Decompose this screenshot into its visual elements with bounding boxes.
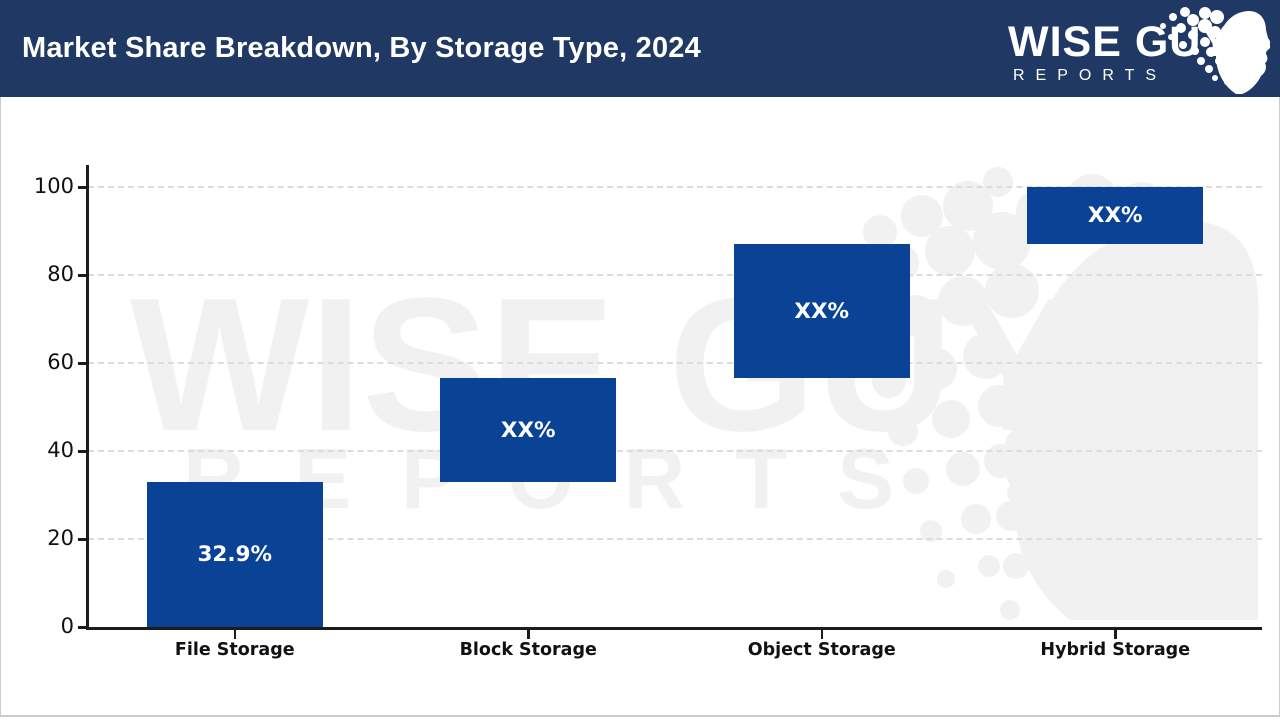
y-gridline: [88, 274, 1262, 276]
y-gridline: [88, 538, 1262, 540]
y-tick-label: 80: [47, 262, 74, 286]
x-axis-line: [86, 627, 1262, 630]
y-tick-mark: [78, 450, 88, 453]
logo-subtext: REPORTS: [1013, 67, 1167, 84]
x-tick-mark: [1114, 629, 1117, 639]
y-tick-label: 60: [47, 350, 74, 374]
y-gridline: [88, 450, 1262, 452]
y-tick-label: 40: [47, 438, 74, 462]
bar: XX%: [733, 244, 910, 378]
header-bar: Market Share Breakdown, By Storage Type,…: [0, 0, 1280, 97]
y-tick-mark: [78, 362, 88, 365]
x-category-label: Object Storage: [747, 640, 896, 660]
bar-value-label: XX%: [794, 298, 850, 324]
y-tick-mark: [78, 626, 88, 629]
x-tick-mark: [527, 629, 530, 639]
y-tick-mark: [78, 538, 88, 541]
bar-value-label: 32.9%: [197, 542, 273, 568]
x-category-label: File Storage: [174, 640, 295, 660]
y-tick-label: 20: [47, 526, 74, 550]
x-category-label: Hybrid Storage: [1040, 640, 1191, 660]
wise-guy-reports-logo: WISE GUY REPORTS: [1008, 7, 1270, 94]
x-tick-mark: [233, 629, 237, 639]
y-tick-mark: [78, 186, 88, 189]
y-tick-label: 100: [33, 174, 74, 198]
y-gridline: [88, 186, 1262, 188]
y-gridline: [88, 362, 1262, 364]
logo-wordmark: WISE GUY: [1008, 18, 1231, 66]
x-tick-mark: [820, 629, 824, 639]
bar: XX%: [440, 377, 617, 483]
y-tick-mark: [78, 274, 88, 277]
chart-title: Market Share Breakdown, By Storage Type,…: [22, 32, 701, 64]
bar: 32.9%: [146, 482, 323, 627]
bar: XX%: [1027, 187, 1204, 245]
logo-head-icon: [1160, 7, 1270, 94]
bar-value-label: XX%: [500, 417, 556, 443]
y-tick-label: 0: [60, 614, 74, 638]
bar-value-label: XX%: [1087, 203, 1143, 229]
y-axis-line: [86, 165, 89, 627]
x-category-label: Block Storage: [459, 640, 597, 660]
